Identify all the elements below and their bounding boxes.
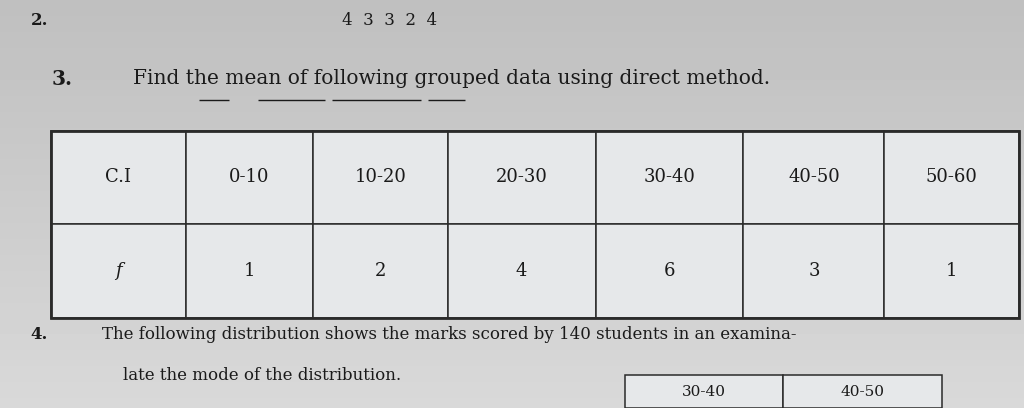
Text: 10-20: 10-20 bbox=[354, 169, 407, 186]
Text: 4.: 4. bbox=[31, 326, 48, 344]
Text: 20-30: 20-30 bbox=[496, 169, 548, 186]
Bar bbox=[185, 224, 313, 318]
Bar bbox=[596, 131, 743, 224]
Text: 3.: 3. bbox=[51, 69, 73, 89]
Bar bbox=[743, 131, 885, 224]
Bar bbox=[596, 224, 743, 318]
Text: 3: 3 bbox=[808, 262, 819, 280]
Text: 40-50: 40-50 bbox=[841, 385, 885, 399]
Bar bbox=[447, 131, 596, 224]
Text: 50-60: 50-60 bbox=[926, 169, 978, 186]
Text: C.I: C.I bbox=[105, 169, 131, 186]
Text: 30-40: 30-40 bbox=[682, 385, 726, 399]
Text: f: f bbox=[115, 262, 122, 280]
Bar bbox=[885, 131, 1019, 224]
Bar bbox=[51, 131, 185, 224]
Text: 4: 4 bbox=[516, 262, 527, 280]
Bar bbox=[313, 224, 447, 318]
Text: 40-50: 40-50 bbox=[788, 169, 840, 186]
Text: Find the mean of following grouped data using direct method.: Find the mean of following grouped data … bbox=[133, 69, 770, 89]
Text: 1: 1 bbox=[946, 262, 957, 280]
Text: late the mode of the distribution.: late the mode of the distribution. bbox=[102, 367, 401, 384]
Text: 1: 1 bbox=[244, 262, 255, 280]
Text: 2: 2 bbox=[375, 262, 386, 280]
Bar bbox=[313, 131, 447, 224]
Bar bbox=[625, 375, 783, 408]
Text: The following distribution shows the marks scored by 140 students in an examina-: The following distribution shows the mar… bbox=[102, 326, 797, 344]
Bar bbox=[743, 224, 885, 318]
Text: 0-10: 0-10 bbox=[229, 169, 269, 186]
Bar bbox=[51, 131, 1019, 318]
Text: 6: 6 bbox=[664, 262, 675, 280]
Bar bbox=[783, 375, 942, 408]
Bar bbox=[185, 131, 313, 224]
Text: 2.: 2. bbox=[31, 12, 48, 29]
Bar bbox=[447, 224, 596, 318]
Bar bbox=[51, 224, 185, 318]
Text: 4  3  3  2  4: 4 3 3 2 4 bbox=[342, 12, 436, 29]
Text: 30-40: 30-40 bbox=[643, 169, 695, 186]
Bar bbox=[885, 224, 1019, 318]
